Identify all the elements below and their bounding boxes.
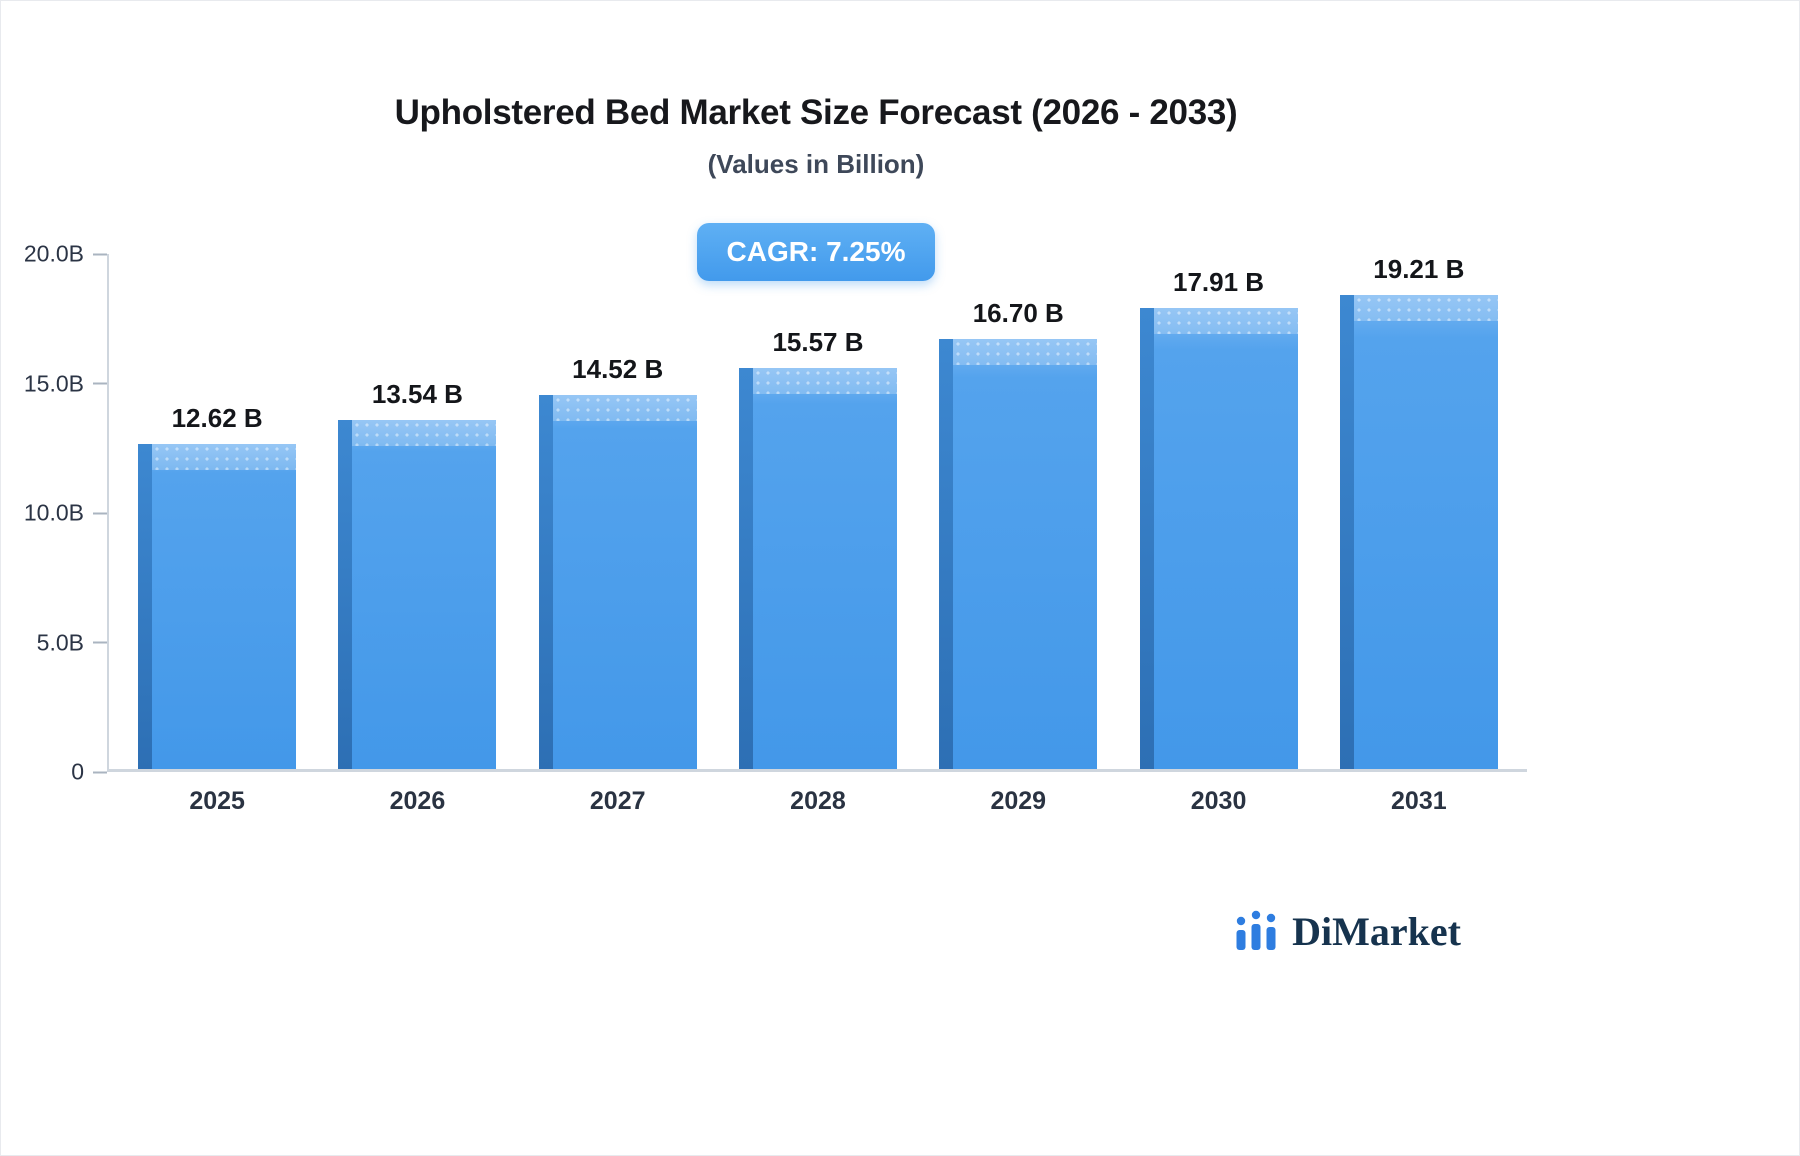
bar-value-label: 17.91 B: [1173, 266, 1265, 297]
x-axis-label: 2027: [589, 787, 646, 815]
bar: [738, 368, 897, 769]
y-tick: 5.0B: [37, 629, 107, 656]
bar-group: 14.52 B 2027: [518, 254, 718, 815]
chart-title: Upholstered Bed Market Size Forecast (20…: [394, 93, 1238, 132]
plot-area: 12.62 B 2025 13.54 B 2026 14.52 B 2027 15.57 B…: [107, 254, 1527, 815]
bar: [538, 395, 697, 769]
bar-group: 16.70 B 2029: [918, 254, 1118, 815]
y-tick-dash: [93, 253, 107, 255]
bar: [939, 338, 1098, 770]
x-axis-label: 2031: [1391, 787, 1447, 815]
cagr-badge-row: CAGR: 7.25%: [1, 223, 1631, 281]
y-tick-dash: [93, 641, 107, 644]
y-tick: 15.0B: [24, 370, 107, 397]
y-tick: 0: [71, 759, 107, 786]
bar-group: 13.54 B 2026: [317, 254, 517, 815]
y-tick-dash: [93, 512, 107, 514]
y-tick-label: 20.0B: [23, 240, 84, 267]
y-tick-label: 15.0B: [23, 370, 84, 396]
x-axis-label: 2029: [990, 787, 1047, 815]
bar-value-label: 16.70 B: [972, 297, 1064, 328]
y-tick-dash: [93, 771, 107, 773]
bar: [138, 444, 297, 769]
bar-chart-icon: [1236, 910, 1276, 950]
x-axis-label: 2028: [790, 787, 846, 815]
bar: [1139, 307, 1298, 770]
bar: [338, 420, 497, 769]
bar-group: 12.62 B 2025: [117, 254, 317, 815]
bar-group: 17.91 B 2030: [1119, 254, 1319, 815]
chart-subtitle: (Values in Billion): [707, 149, 925, 179]
y-tick: 20.0B: [24, 241, 107, 268]
bar-value-label: 13.54 B: [371, 379, 463, 410]
cagr-badge: CAGR: 7.25%: [696, 223, 936, 281]
x-axis-label: 2025: [189, 787, 245, 815]
y-tick: 10.0B: [24, 500, 107, 527]
bar-group: 19.21 B 2031: [1319, 254, 1519, 815]
y-tick-dash: [93, 382, 107, 385]
y-axis: 20.0B 15.0B 10.0B 5.0B 0: [19, 241, 107, 785]
bar-value-label: 14.52 B: [572, 354, 664, 385]
chart-header: Upholstered Bed Market Size Forecast (20…: [1, 93, 1631, 180]
bar: [1339, 295, 1498, 769]
y-tick-label: 5.0B: [36, 629, 84, 655]
y-tick-label: 0: [71, 758, 84, 785]
x-axis-label: 2030: [1190, 787, 1247, 815]
bar-value-label: 19.21 B: [1373, 254, 1465, 284]
bar-chart: 20.0B 15.0B 10.0B 5.0B 0 12.62 B 2025 13.54 B 2…: [19, 241, 1527, 815]
logo-text: DiMarket: [1292, 909, 1461, 954]
x-axis-label: 2026: [389, 787, 446, 815]
dimarket-logo: DiMarket: [1232, 904, 1461, 952]
bar-value-label: 15.57 B: [772, 327, 864, 358]
y-tick-label: 10.0B: [23, 499, 84, 526]
bar-value-label: 12.62 B: [171, 403, 263, 434]
bar-group: 15.57 B 2028: [718, 254, 918, 815]
